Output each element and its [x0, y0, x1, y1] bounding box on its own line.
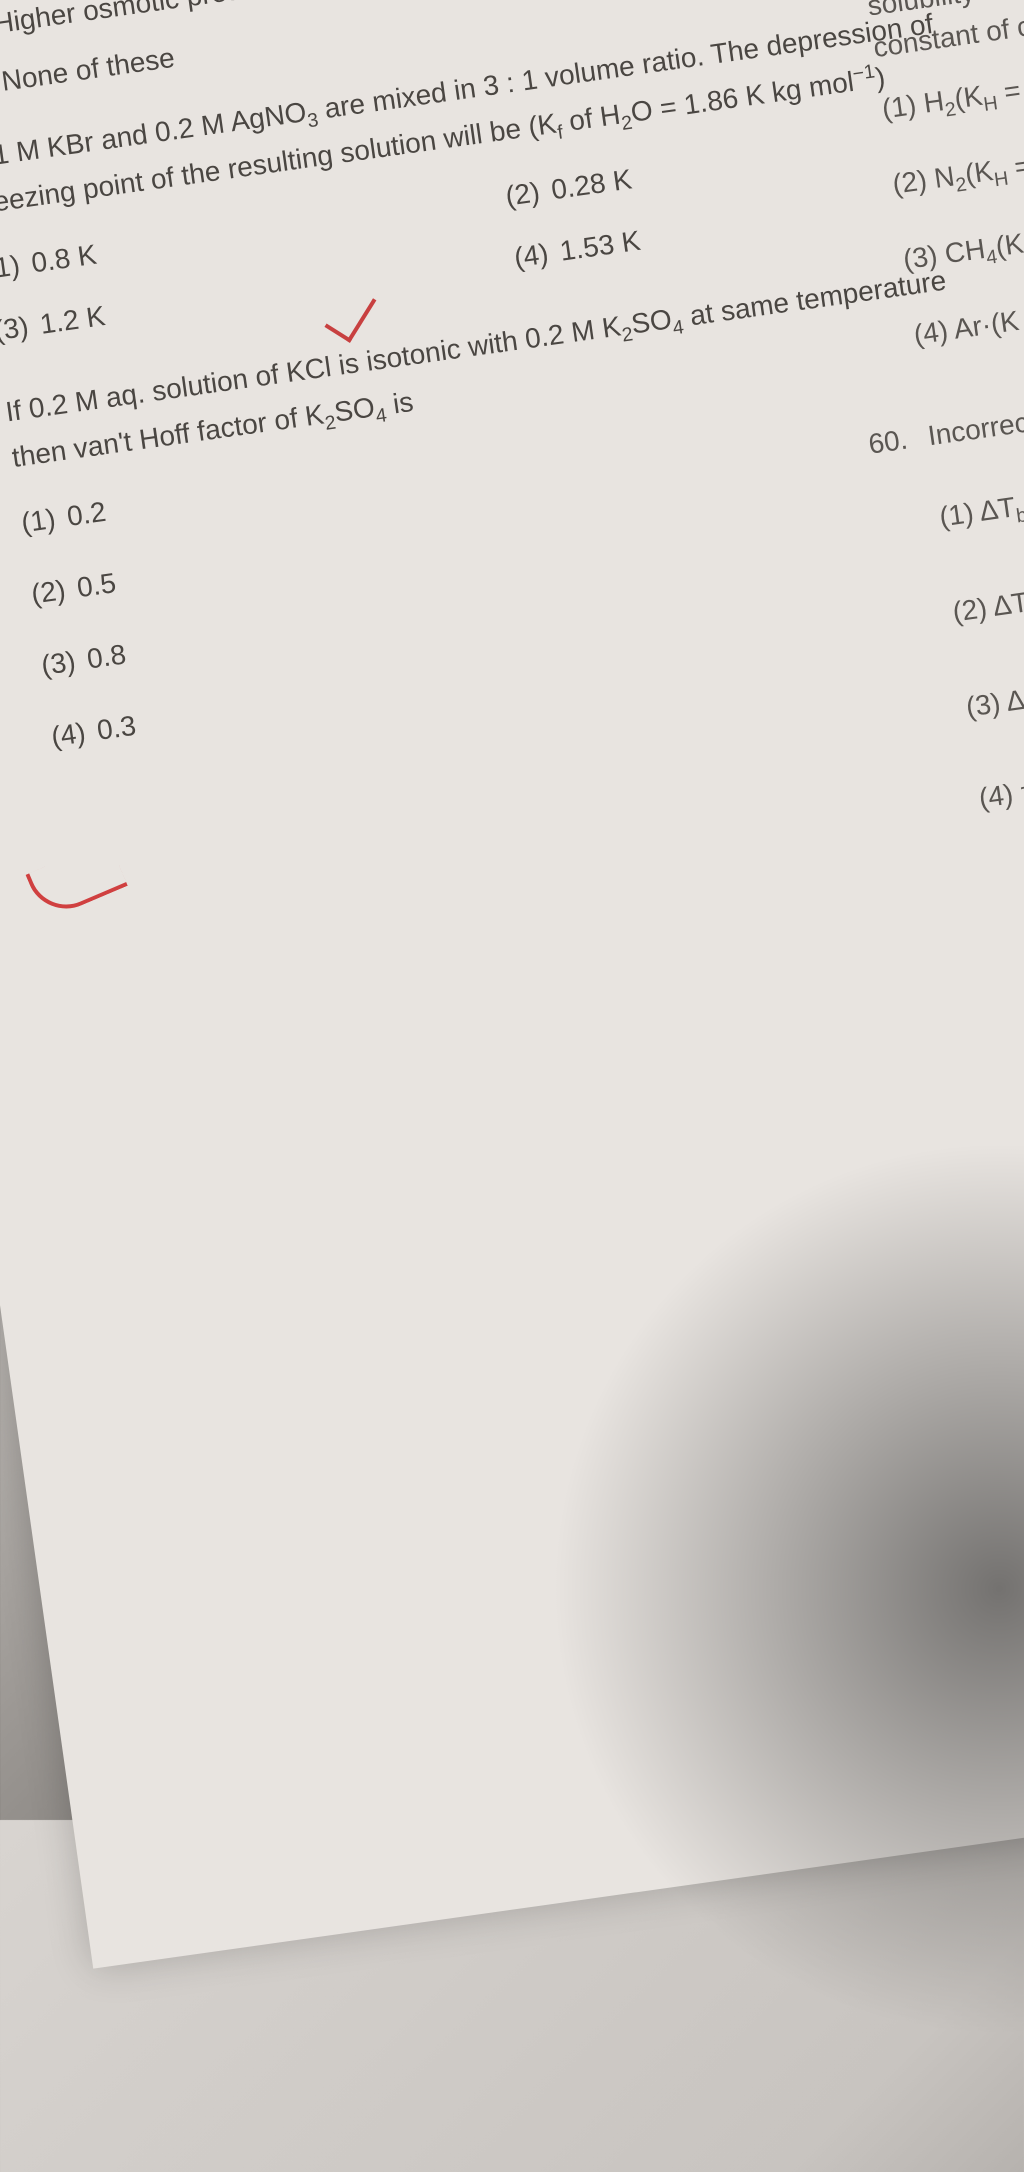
q57-opt3-label: (3): [39, 641, 79, 687]
q60-opt2: (2) ΔTf: [950, 545, 1024, 638]
q56-opt3-value: 1.2 K: [37, 295, 108, 346]
q60-opt1: (1) ΔTb: [937, 450, 1024, 543]
q56-opt3-label: (3): [0, 306, 31, 352]
q56-opt2-value: 0.28 K: [549, 159, 635, 212]
q60-opt3: (3) ΔT: [963, 640, 1024, 729]
q57-opt3-value: 0.8: [84, 634, 128, 681]
question-60: 60. Incorrect (1) ΔTb (2) ΔTf (3) ΔT (4)…: [866, 368, 1024, 828]
q57-opt1-value: 0.2: [64, 491, 108, 538]
q56-opt1-label: (1): [0, 245, 23, 291]
q57-opt2-value: 0.5: [74, 562, 118, 609]
shadow-overlay: [491, 1081, 1024, 2097]
q56-opt4-label: (4): [511, 233, 551, 279]
q57-opt4-label: (4): [49, 712, 89, 758]
q60-opt4: (4) π: [976, 731, 1024, 820]
q56-opt1-value: 0.8 K: [29, 234, 100, 285]
q57-opt2-label: (2): [29, 570, 69, 616]
q56-opt4-value: 1.53 K: [557, 220, 643, 273]
q60-text: Incorrect: [925, 400, 1024, 457]
red-curve-icon: [25, 840, 127, 921]
q57-opt1-label: (1): [19, 498, 59, 544]
q56-opt2-label: (2): [503, 172, 543, 218]
q57-opt4-value: 0.3: [94, 705, 138, 752]
q60-number: 60.: [866, 416, 931, 466]
